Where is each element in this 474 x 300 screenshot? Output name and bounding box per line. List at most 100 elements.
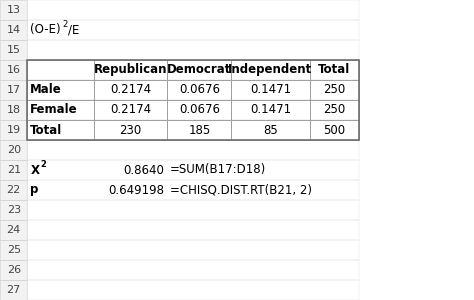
- Text: 85: 85: [263, 124, 278, 136]
- Text: 23: 23: [7, 205, 21, 215]
- Text: 0.1471: 0.1471: [250, 103, 291, 116]
- Bar: [0, 260, 27, 280]
- Bar: [27, 120, 359, 140]
- Text: /E: /E: [68, 23, 80, 37]
- Bar: [27, 60, 359, 80]
- Text: 22: 22: [7, 185, 21, 195]
- Bar: [27, 200, 359, 220]
- Bar: [27, 60, 94, 80]
- Text: 250: 250: [323, 83, 346, 97]
- Text: 24: 24: [7, 225, 21, 235]
- Bar: [27, 280, 359, 300]
- Bar: [27, 260, 359, 280]
- Bar: [0, 120, 27, 140]
- Bar: [0, 40, 27, 60]
- Text: 250: 250: [323, 103, 346, 116]
- Bar: [27, 120, 359, 140]
- Text: Female: Female: [30, 103, 78, 116]
- Text: 15: 15: [7, 45, 21, 55]
- Bar: [0, 220, 27, 240]
- Bar: [27, 80, 94, 100]
- Text: 2: 2: [41, 160, 46, 169]
- Bar: [0, 260, 27, 280]
- Text: (O-E): (O-E): [30, 23, 61, 37]
- Bar: [0, 60, 27, 80]
- Text: Male: Male: [30, 83, 62, 97]
- Text: 2: 2: [63, 20, 68, 29]
- Text: X: X: [30, 164, 39, 176]
- Bar: [0, 180, 27, 200]
- Bar: [94, 60, 167, 80]
- Bar: [0, 240, 27, 260]
- Bar: [0, 20, 27, 40]
- Bar: [27, 240, 359, 260]
- Text: 16: 16: [7, 65, 21, 75]
- Bar: [0, 120, 27, 140]
- Bar: [310, 80, 359, 100]
- Bar: [0, 140, 27, 160]
- Bar: [231, 100, 310, 120]
- Text: 13: 13: [7, 5, 21, 15]
- Bar: [27, 0, 359, 20]
- Bar: [0, 140, 27, 160]
- Bar: [27, 80, 359, 100]
- Bar: [94, 80, 167, 100]
- Text: Republican: Republican: [94, 64, 167, 76]
- Text: 0.1471: 0.1471: [250, 83, 291, 97]
- Bar: [310, 120, 359, 140]
- Bar: [27, 0, 359, 20]
- Text: 0.649198: 0.649198: [109, 184, 164, 196]
- Text: 25: 25: [7, 245, 21, 255]
- Bar: [167, 100, 231, 120]
- Bar: [27, 40, 359, 60]
- Bar: [167, 60, 231, 80]
- Bar: [27, 100, 359, 120]
- Text: 0.0676: 0.0676: [179, 103, 220, 116]
- Bar: [0, 100, 27, 120]
- Text: p: p: [30, 184, 39, 196]
- Text: Total: Total: [318, 64, 351, 76]
- Bar: [0, 280, 27, 300]
- Bar: [27, 40, 359, 60]
- Bar: [167, 120, 231, 140]
- Text: 0.8640: 0.8640: [124, 164, 164, 176]
- Text: Total: Total: [30, 124, 63, 136]
- Bar: [27, 160, 359, 180]
- Bar: [94, 100, 167, 120]
- Bar: [0, 0, 27, 20]
- Text: 19: 19: [7, 125, 21, 135]
- Bar: [310, 60, 359, 80]
- Text: Independent: Independent: [228, 64, 312, 76]
- Text: =SUM(B17:D18): =SUM(B17:D18): [170, 164, 266, 176]
- Bar: [310, 100, 359, 120]
- Bar: [0, 200, 27, 220]
- Bar: [0, 160, 27, 180]
- Bar: [27, 140, 359, 160]
- Bar: [27, 260, 359, 280]
- Bar: [27, 60, 359, 80]
- Text: 18: 18: [7, 105, 21, 115]
- Bar: [27, 200, 359, 220]
- Bar: [0, 60, 27, 80]
- Bar: [231, 80, 310, 100]
- Bar: [27, 60, 359, 140]
- Text: 14: 14: [7, 25, 21, 35]
- Text: 500: 500: [323, 124, 346, 136]
- Text: 0.2174: 0.2174: [110, 83, 151, 97]
- Text: Democrat: Democrat: [167, 64, 231, 76]
- Bar: [0, 80, 27, 100]
- Text: 20: 20: [7, 145, 21, 155]
- Bar: [0, 220, 27, 240]
- Bar: [27, 100, 359, 120]
- Bar: [27, 20, 359, 40]
- Bar: [0, 0, 27, 20]
- Bar: [27, 220, 359, 240]
- Bar: [27, 120, 94, 140]
- Bar: [231, 120, 310, 140]
- Bar: [231, 60, 310, 80]
- Bar: [27, 180, 359, 200]
- Bar: [27, 220, 359, 240]
- Text: 0.2174: 0.2174: [110, 103, 151, 116]
- Bar: [0, 280, 27, 300]
- Bar: [27, 240, 359, 260]
